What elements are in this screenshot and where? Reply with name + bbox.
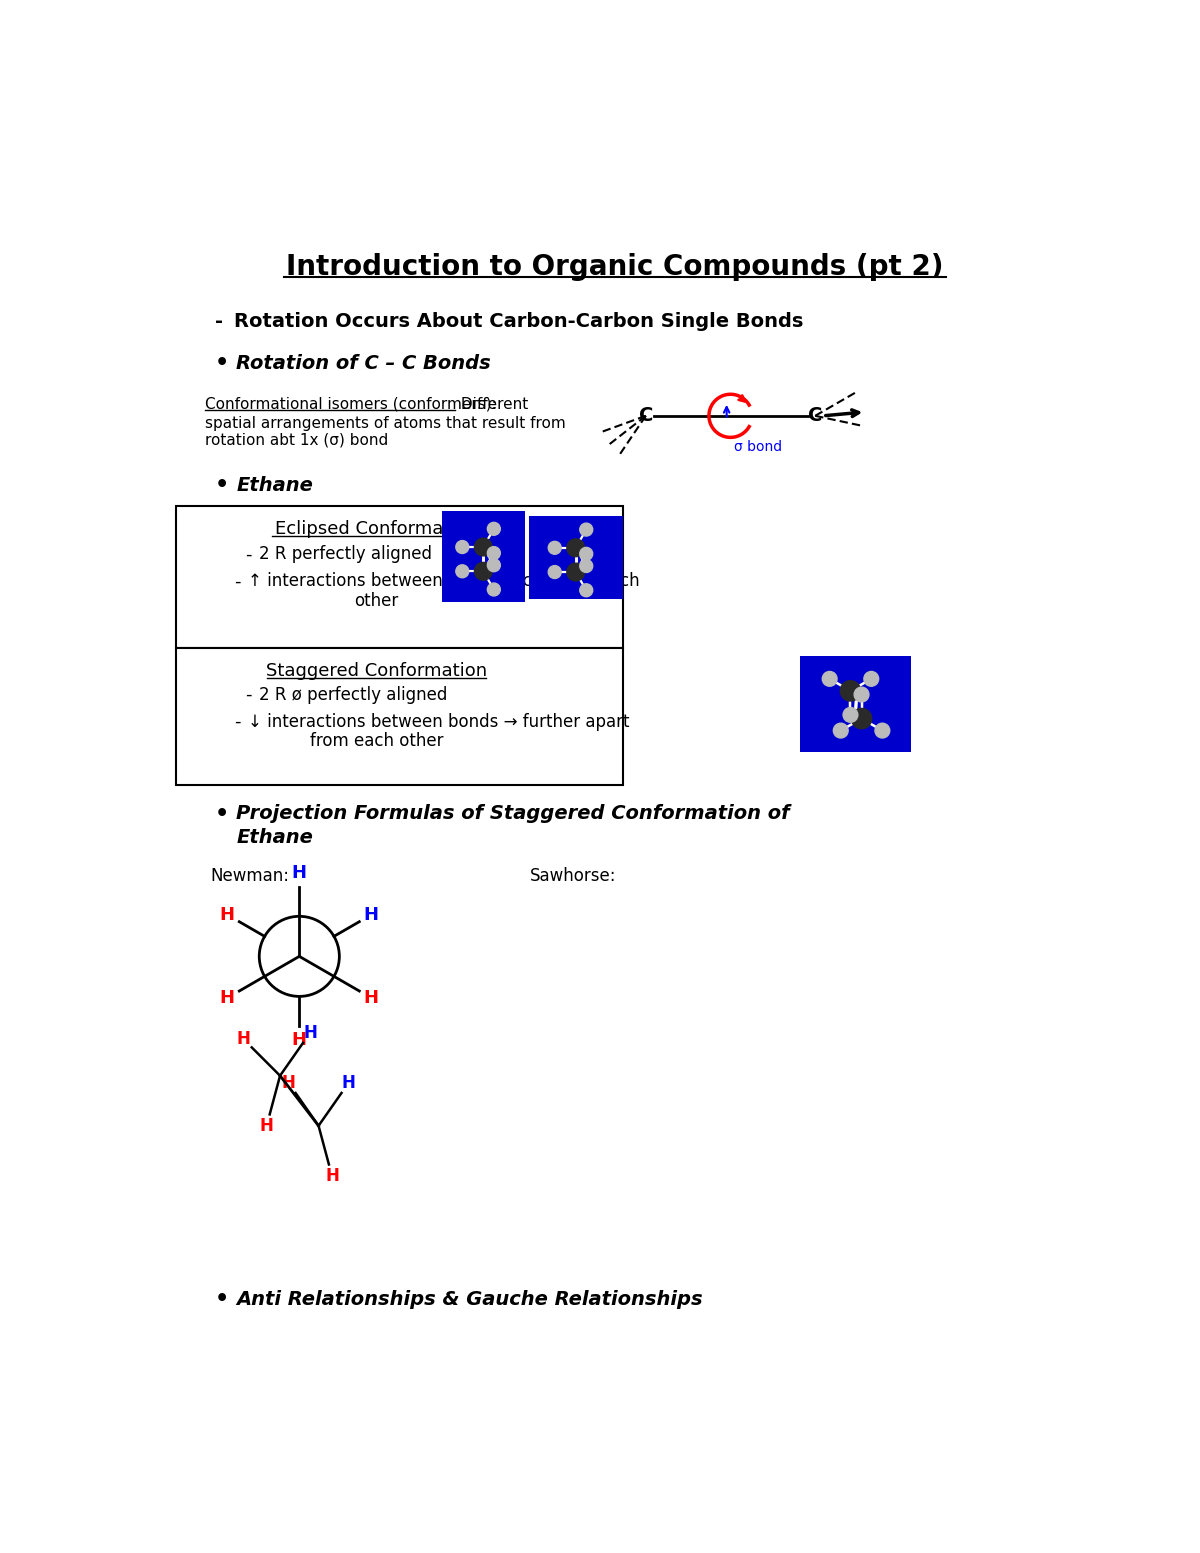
Circle shape xyxy=(580,523,593,536)
Text: Sawhorse:: Sawhorse: xyxy=(530,867,617,885)
Text: Rotation Occurs About Carbon-Carbon Single Bonds: Rotation Occurs About Carbon-Carbon Sing… xyxy=(234,312,803,331)
Text: rotation abt 1x (σ) bond: rotation abt 1x (σ) bond xyxy=(205,433,389,447)
Circle shape xyxy=(833,724,848,738)
Circle shape xyxy=(822,671,838,686)
Text: C: C xyxy=(808,407,822,426)
Text: H: H xyxy=(304,1023,317,1042)
Circle shape xyxy=(851,708,871,728)
Text: •: • xyxy=(215,475,229,495)
Text: Eclipsed Conformation: Eclipsed Conformation xyxy=(275,520,478,537)
Text: H: H xyxy=(364,905,379,924)
Text: H: H xyxy=(259,1117,274,1135)
Text: H: H xyxy=(220,905,235,924)
Text: -: - xyxy=(246,545,252,564)
Circle shape xyxy=(474,539,492,556)
Text: Different: Different xyxy=(456,396,529,412)
Text: H: H xyxy=(292,863,307,882)
Text: Anti Relationships & Gauche Relationships: Anti Relationships & Gauche Relationship… xyxy=(236,1289,703,1309)
Text: ↑ interactions between bonds → closer to each: ↑ interactions between bonds → closer to… xyxy=(247,573,640,590)
Circle shape xyxy=(474,562,492,581)
Text: •: • xyxy=(215,804,229,825)
Circle shape xyxy=(487,547,500,559)
Circle shape xyxy=(875,724,889,738)
FancyBboxPatch shape xyxy=(529,516,623,599)
Text: -: - xyxy=(234,573,240,590)
Circle shape xyxy=(487,522,500,536)
Text: from each other: from each other xyxy=(310,731,443,750)
Text: other: other xyxy=(354,592,398,610)
Text: ↓ interactions between bonds → further apart: ↓ interactions between bonds → further a… xyxy=(247,713,629,730)
Text: -: - xyxy=(215,312,223,331)
Text: Rotation of C – C Bonds: Rotation of C – C Bonds xyxy=(236,354,491,373)
Text: σ bond: σ bond xyxy=(734,439,782,453)
FancyBboxPatch shape xyxy=(800,655,912,752)
Text: C: C xyxy=(638,407,653,426)
Circle shape xyxy=(487,582,500,596)
Circle shape xyxy=(548,565,562,579)
Circle shape xyxy=(580,584,593,596)
Text: -: - xyxy=(246,685,252,704)
Circle shape xyxy=(548,542,562,554)
Circle shape xyxy=(844,708,858,722)
Text: Staggered Conformation: Staggered Conformation xyxy=(265,663,487,680)
Circle shape xyxy=(864,671,878,686)
Text: spatial arrangements of atoms that result from: spatial arrangements of atoms that resul… xyxy=(205,416,566,432)
Text: H: H xyxy=(364,989,379,1006)
Text: H: H xyxy=(220,989,235,1006)
Circle shape xyxy=(566,539,584,556)
Circle shape xyxy=(456,540,469,553)
Text: Introduction to Organic Compounds (pt 2): Introduction to Organic Compounds (pt 2) xyxy=(287,253,943,281)
Text: 2 R ø perfectly aligned: 2 R ø perfectly aligned xyxy=(259,685,448,704)
Text: Projection Formulas of Staggered Conformation of: Projection Formulas of Staggered Conform… xyxy=(236,804,790,823)
Text: Newman:: Newman: xyxy=(211,867,289,885)
Text: •: • xyxy=(215,354,229,373)
Text: H: H xyxy=(342,1073,355,1092)
Text: Ethane: Ethane xyxy=(236,828,313,846)
Text: H: H xyxy=(236,1030,250,1048)
Circle shape xyxy=(580,547,593,561)
Circle shape xyxy=(580,559,593,573)
Circle shape xyxy=(487,559,500,572)
FancyBboxPatch shape xyxy=(442,511,524,603)
FancyBboxPatch shape xyxy=(176,648,623,786)
FancyBboxPatch shape xyxy=(176,506,623,648)
Text: H: H xyxy=(282,1073,295,1092)
Text: 2 R perfectly aligned: 2 R perfectly aligned xyxy=(259,545,432,564)
Text: H: H xyxy=(325,1168,340,1185)
Circle shape xyxy=(840,680,860,700)
Text: •: • xyxy=(215,1289,229,1309)
Text: -: - xyxy=(234,713,240,730)
Circle shape xyxy=(566,564,584,581)
Text: H: H xyxy=(292,1031,307,1048)
Circle shape xyxy=(854,686,869,702)
Text: Conformational isomers (conformers):: Conformational isomers (conformers): xyxy=(205,396,497,412)
Circle shape xyxy=(456,565,469,578)
Text: Ethane: Ethane xyxy=(236,475,313,494)
